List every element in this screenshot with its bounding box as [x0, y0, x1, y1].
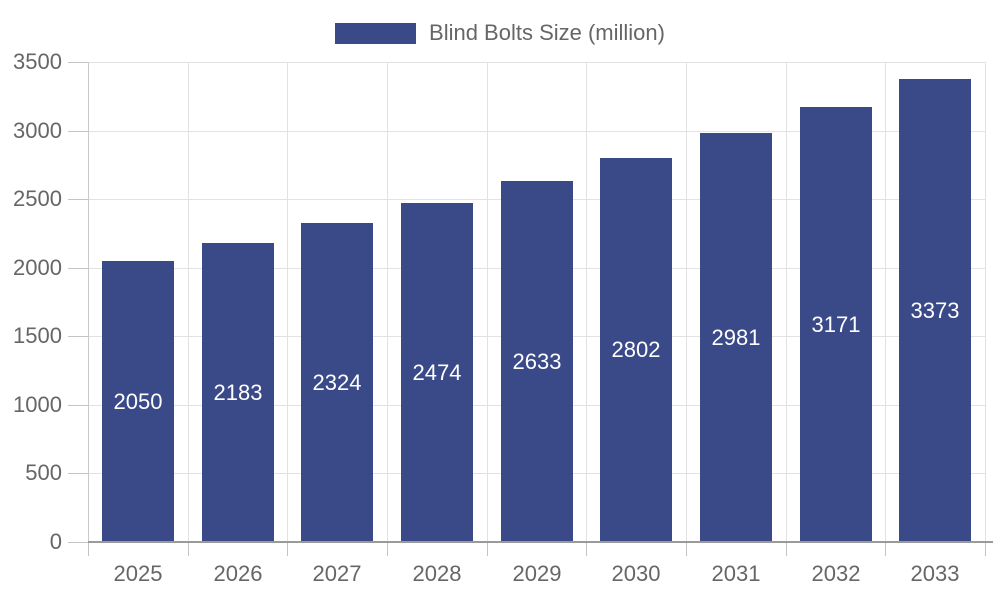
bar-value-label: 2981 — [711, 325, 761, 350]
x-axis-tick-label: 2031 — [711, 561, 761, 586]
legend-label: Blind Bolts Size (million) — [429, 20, 665, 45]
y-axis-line — [88, 62, 89, 556]
x-axis-tick — [885, 542, 886, 556]
bar[interactable] — [600, 158, 672, 542]
bar[interactable] — [899, 79, 971, 542]
x-axis-tick-label: 2026 — [213, 561, 263, 586]
y-axis-tick — [68, 268, 88, 269]
y-axis-tick-label: 3500 — [13, 49, 62, 74]
x-axis-tick — [786, 542, 787, 556]
y-axis-tick-label: 1500 — [13, 323, 62, 348]
y-axis-tick — [68, 405, 88, 406]
y-axis-tick-label: 0 — [49, 529, 62, 554]
x-axis-line — [88, 541, 993, 543]
x-axis-tick — [686, 542, 687, 556]
x-axis-tick — [487, 542, 488, 556]
legend-swatch-icon — [335, 22, 417, 44]
y-axis-tick-label: 2500 — [13, 186, 62, 211]
gridline-vertical — [188, 62, 189, 542]
gridline-vertical — [985, 62, 986, 542]
bar[interactable] — [301, 223, 373, 542]
x-axis-tick — [586, 542, 587, 556]
gridline-vertical — [387, 62, 388, 542]
x-axis-tick-label: 2033 — [910, 561, 960, 586]
bar-value-label: 2183 — [213, 380, 263, 405]
x-axis-tick — [287, 542, 288, 556]
gridline-horizontal — [88, 131, 985, 132]
gridline-vertical — [686, 62, 687, 542]
bar[interactable] — [501, 181, 573, 542]
y-axis-tick — [68, 62, 88, 63]
y-axis-tick-label: 500 — [25, 460, 62, 485]
x-axis-tick-label: 2028 — [412, 561, 462, 586]
bar-value-label: 2050 — [113, 389, 163, 414]
bar-value-label: 2633 — [512, 349, 562, 374]
x-axis-tick-label: 2027 — [312, 561, 362, 586]
y-axis-tick-label: 3000 — [13, 118, 62, 143]
bar-value-label: 2324 — [312, 370, 362, 395]
bar[interactable] — [800, 107, 872, 542]
y-axis-tick — [68, 542, 88, 543]
y-axis-tick — [68, 473, 88, 474]
x-axis-tick-label: 2032 — [811, 561, 861, 586]
bar[interactable] — [700, 133, 772, 542]
y-axis-tick — [68, 131, 88, 132]
bar[interactable] — [202, 243, 274, 542]
x-axis-tick — [387, 542, 388, 556]
y-axis-tick-label: 1000 — [13, 392, 62, 417]
x-axis-tick-label: 2029 — [512, 561, 562, 586]
y-axis-tick-label: 2000 — [13, 255, 62, 280]
x-axis-tick-label: 2030 — [611, 561, 661, 586]
x-axis-tick — [985, 542, 986, 556]
x-axis-tick-label: 2025 — [113, 561, 163, 586]
bar[interactable] — [401, 203, 473, 542]
bar-value-label: 3373 — [910, 298, 960, 323]
x-axis-tick — [88, 542, 89, 556]
gridline-vertical — [786, 62, 787, 542]
gridline-vertical — [586, 62, 587, 542]
y-axis-tick — [68, 336, 88, 337]
y-axis-tick — [68, 199, 88, 200]
bar-value-label: 3171 — [811, 312, 861, 337]
gridline-vertical — [287, 62, 288, 542]
gridline-vertical — [885, 62, 886, 542]
bar-value-label: 2802 — [611, 337, 661, 362]
bar-value-label: 2474 — [412, 360, 462, 385]
x-axis-tick — [188, 542, 189, 556]
gridline-vertical — [487, 62, 488, 542]
legend[interactable]: Blind Bolts Size (million) — [0, 16, 1000, 50]
bar[interactable] — [102, 261, 174, 542]
gridline-horizontal — [88, 62, 985, 63]
